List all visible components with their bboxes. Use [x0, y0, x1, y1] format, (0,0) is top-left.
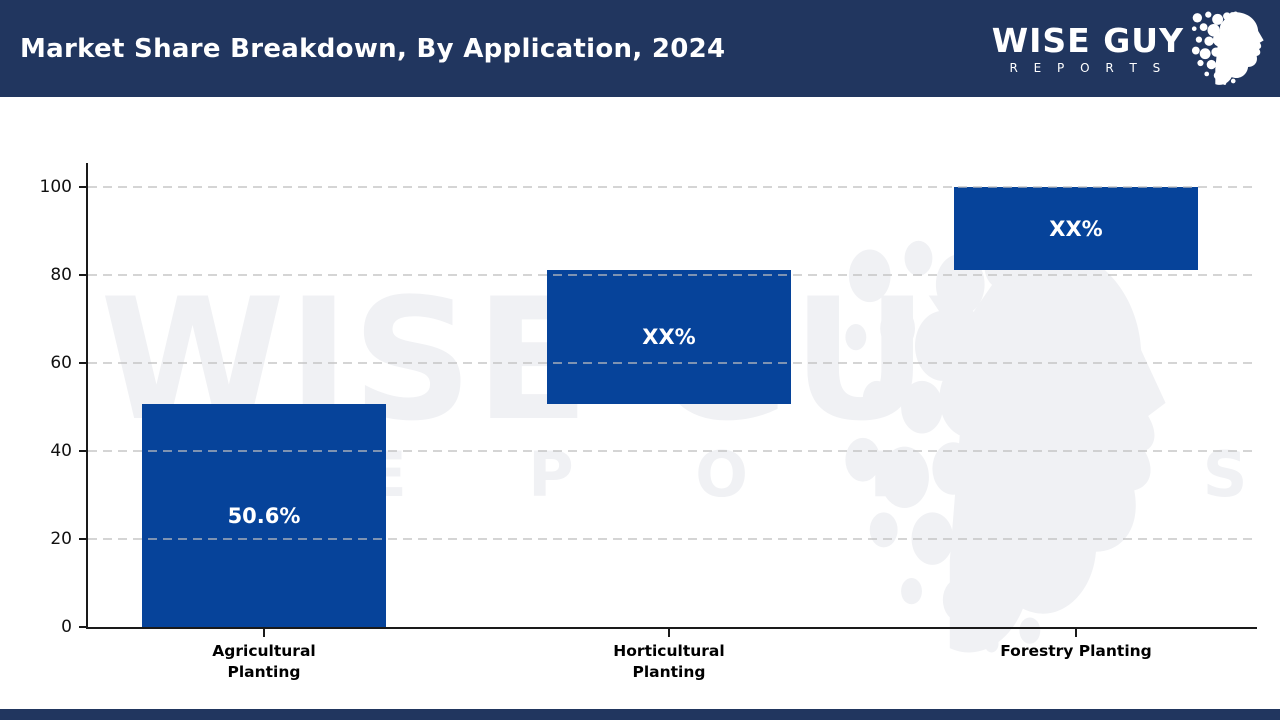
x-category-label: Forestry Planting — [1000, 642, 1152, 660]
page-title: Market Share Breakdown, By Application, … — [20, 33, 726, 64]
y-tick-label: 0 — [61, 617, 72, 637]
brand-logo: WISE GUY R E P O R T S — [992, 8, 1266, 90]
gridline — [88, 538, 1257, 540]
y-tick-label: 100 — [39, 177, 72, 197]
gridline — [88, 362, 1257, 364]
wiseguy-head-icon — [1191, 11, 1264, 85]
footer-bar — [0, 709, 1280, 720]
y-tick-label: 40 — [50, 441, 72, 461]
bar-segment — [142, 404, 386, 627]
y-axis-line — [86, 163, 88, 629]
brand-text: WISE GUY R E P O R T S — [992, 24, 1184, 74]
y-tick-label: 60 — [50, 353, 72, 373]
x-category-label: Agricultural Planting — [212, 642, 316, 681]
x-tick-mark — [668, 629, 670, 637]
brand-name: WISE GUY — [991, 21, 1184, 60]
y-tick-mark — [79, 450, 87, 452]
x-tick-mark — [1075, 629, 1077, 637]
y-tick-mark — [79, 274, 87, 276]
gridline — [88, 274, 1257, 276]
bar-value-label: XX% — [1049, 216, 1103, 241]
gridline — [88, 450, 1257, 452]
bar-segment — [547, 270, 791, 405]
x-category-label: Horticultural Planting — [613, 642, 725, 681]
gridline — [88, 186, 1257, 188]
y-tick-mark — [79, 538, 87, 540]
x-tick-mark — [263, 629, 265, 637]
y-tick-mark — [79, 626, 87, 628]
y-tick-label: 80 — [50, 265, 72, 285]
brand-subtitle: R E P O R T S — [1009, 61, 1167, 75]
bar-value-label: 50.6% — [227, 503, 301, 528]
bar-value-label: XX% — [642, 325, 696, 350]
y-tick-label: 20 — [50, 529, 72, 549]
y-tick-mark — [79, 186, 87, 188]
header-bar: Market Share Breakdown, By Application, … — [0, 0, 1280, 97]
y-tick-mark — [79, 362, 87, 364]
x-axis-line — [86, 627, 1257, 629]
